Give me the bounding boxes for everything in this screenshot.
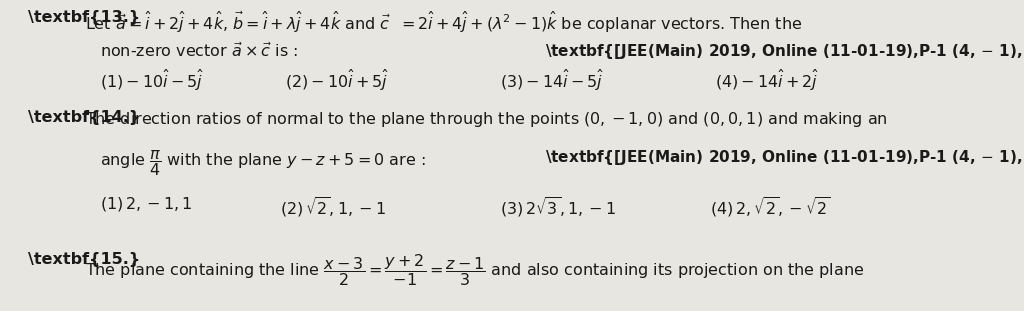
Text: non-zero vector $\vec{a} \times \vec{c}$ is :: non-zero vector $\vec{a} \times \vec{c}$… [100, 42, 298, 60]
Text: $(1)\,2, -1, 1$: $(1)\,2, -1, 1$ [100, 195, 193, 213]
Text: \textbf{[JEE(Main) 2019, Online (11-01-19),P-1 (4, $-$ 1), 120]}: \textbf{[JEE(Main) 2019, Online (11-01-1… [545, 148, 1024, 167]
Text: Let $\vec{a} = \hat{i} + 2\hat{j} + 4\hat{k}$, $\vec{b} = \hat{i} + \lambda\hat{: Let $\vec{a} = \hat{i} + 2\hat{j} + 4\ha… [85, 10, 802, 35]
Text: \textbf{15.}: \textbf{15.} [28, 252, 140, 267]
Text: angle $\dfrac{\pi}{4}$ with the plane $y - z + 5 = 0$ are :: angle $\dfrac{\pi}{4}$ with the plane $y… [100, 148, 426, 178]
Text: The direction ratios of normal to the plane through the points $(0, -1, 0)$ and : The direction ratios of normal to the pl… [85, 110, 888, 129]
Text: $(4)-14\hat{i} + 2\hat{j}$: $(4)-14\hat{i} + 2\hat{j}$ [715, 68, 819, 93]
Text: $(2)\,\sqrt{2}, 1, -1$: $(2)\,\sqrt{2}, 1, -1$ [280, 195, 386, 219]
Text: \textbf{14.}: \textbf{14.} [28, 110, 140, 125]
Text: \textbf{13.}: \textbf{13.} [28, 10, 140, 25]
Text: $(3)-14\hat{i} - 5\hat{j}$: $(3)-14\hat{i} - 5\hat{j}$ [500, 68, 604, 93]
Text: $(1)-10\hat{i} - 5\hat{j}$: $(1)-10\hat{i} - 5\hat{j}$ [100, 68, 204, 93]
Text: The plane containing the line $\dfrac{x-3}{2} = \dfrac{y+2}{-1} = \dfrac{z-1}{3}: The plane containing the line $\dfrac{x-… [85, 252, 864, 288]
Text: $(4)\,2, \sqrt{2}, -\sqrt{2}$: $(4)\,2, \sqrt{2}, -\sqrt{2}$ [710, 195, 830, 219]
Text: \textbf{[JEE(Main) 2019, Online (11-01-19),P-1 (4, $-$ 1), 120]}: \textbf{[JEE(Main) 2019, Online (11-01-1… [545, 42, 1024, 61]
Text: $(3)\,2\sqrt{3}, 1, -1$: $(3)\,2\sqrt{3}, 1, -1$ [500, 195, 616, 219]
Text: $(2)-10\hat{i} + 5\hat{j}$: $(2)-10\hat{i} + 5\hat{j}$ [285, 68, 389, 93]
